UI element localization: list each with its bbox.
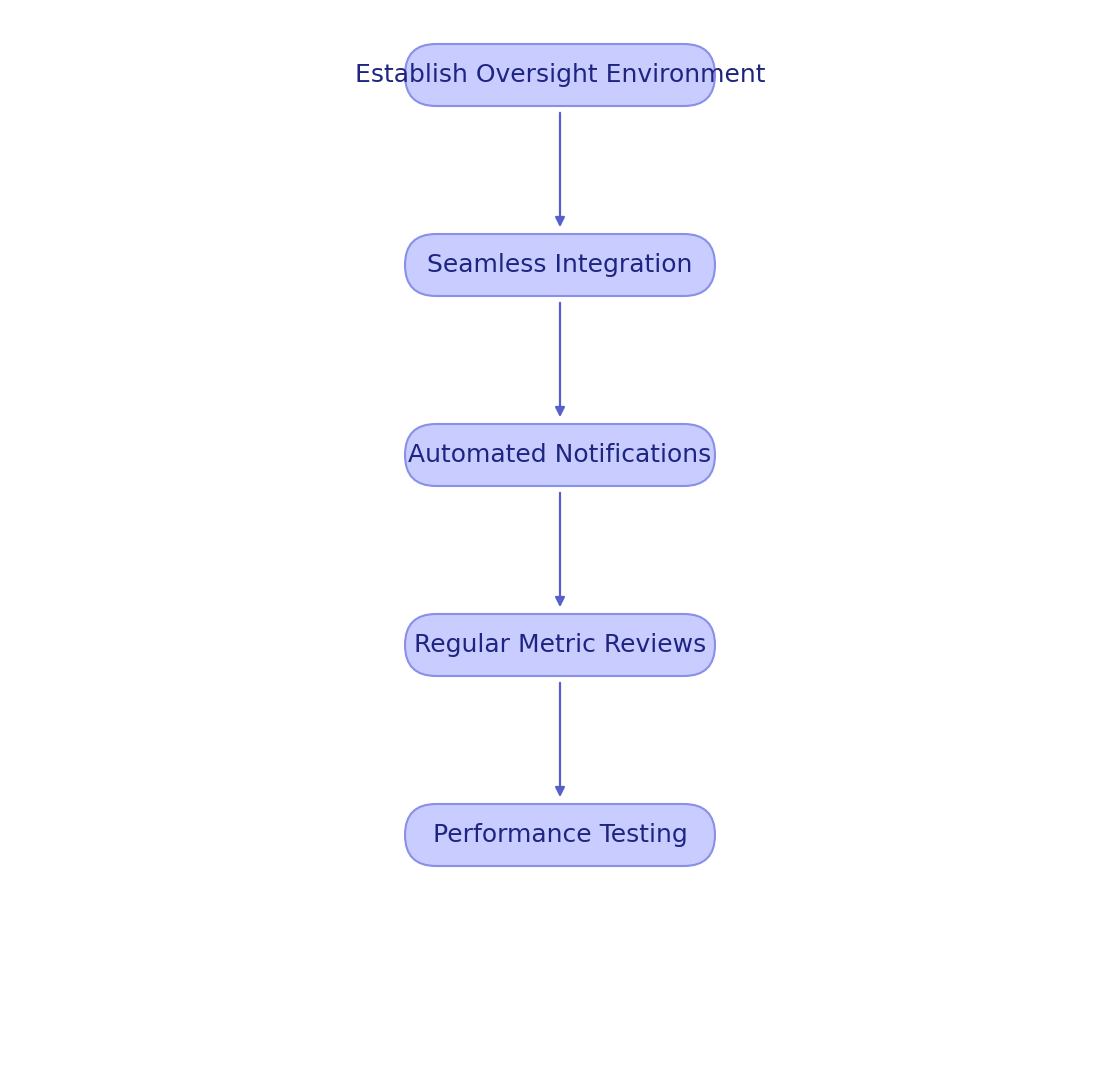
FancyBboxPatch shape	[405, 614, 715, 676]
FancyBboxPatch shape	[405, 804, 715, 866]
FancyBboxPatch shape	[405, 234, 715, 296]
Text: Automated Notifications: Automated Notifications	[409, 443, 711, 467]
Text: Establish Oversight Environment: Establish Oversight Environment	[355, 63, 765, 87]
Text: Regular Metric Reviews: Regular Metric Reviews	[414, 632, 706, 657]
Text: Seamless Integration: Seamless Integration	[428, 253, 692, 277]
FancyBboxPatch shape	[405, 425, 715, 486]
FancyBboxPatch shape	[405, 44, 715, 106]
Text: Performance Testing: Performance Testing	[432, 823, 688, 847]
